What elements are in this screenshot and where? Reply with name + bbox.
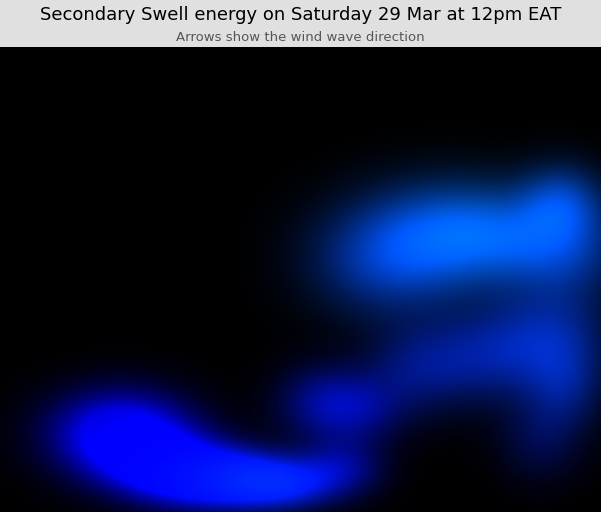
Text: Secondary Swell energy on Saturday 29 Mar at 12pm EAT: Secondary Swell energy on Saturday 29 Ma… (40, 6, 561, 24)
Text: Arrows show the wind wave direction: Arrows show the wind wave direction (176, 31, 425, 44)
